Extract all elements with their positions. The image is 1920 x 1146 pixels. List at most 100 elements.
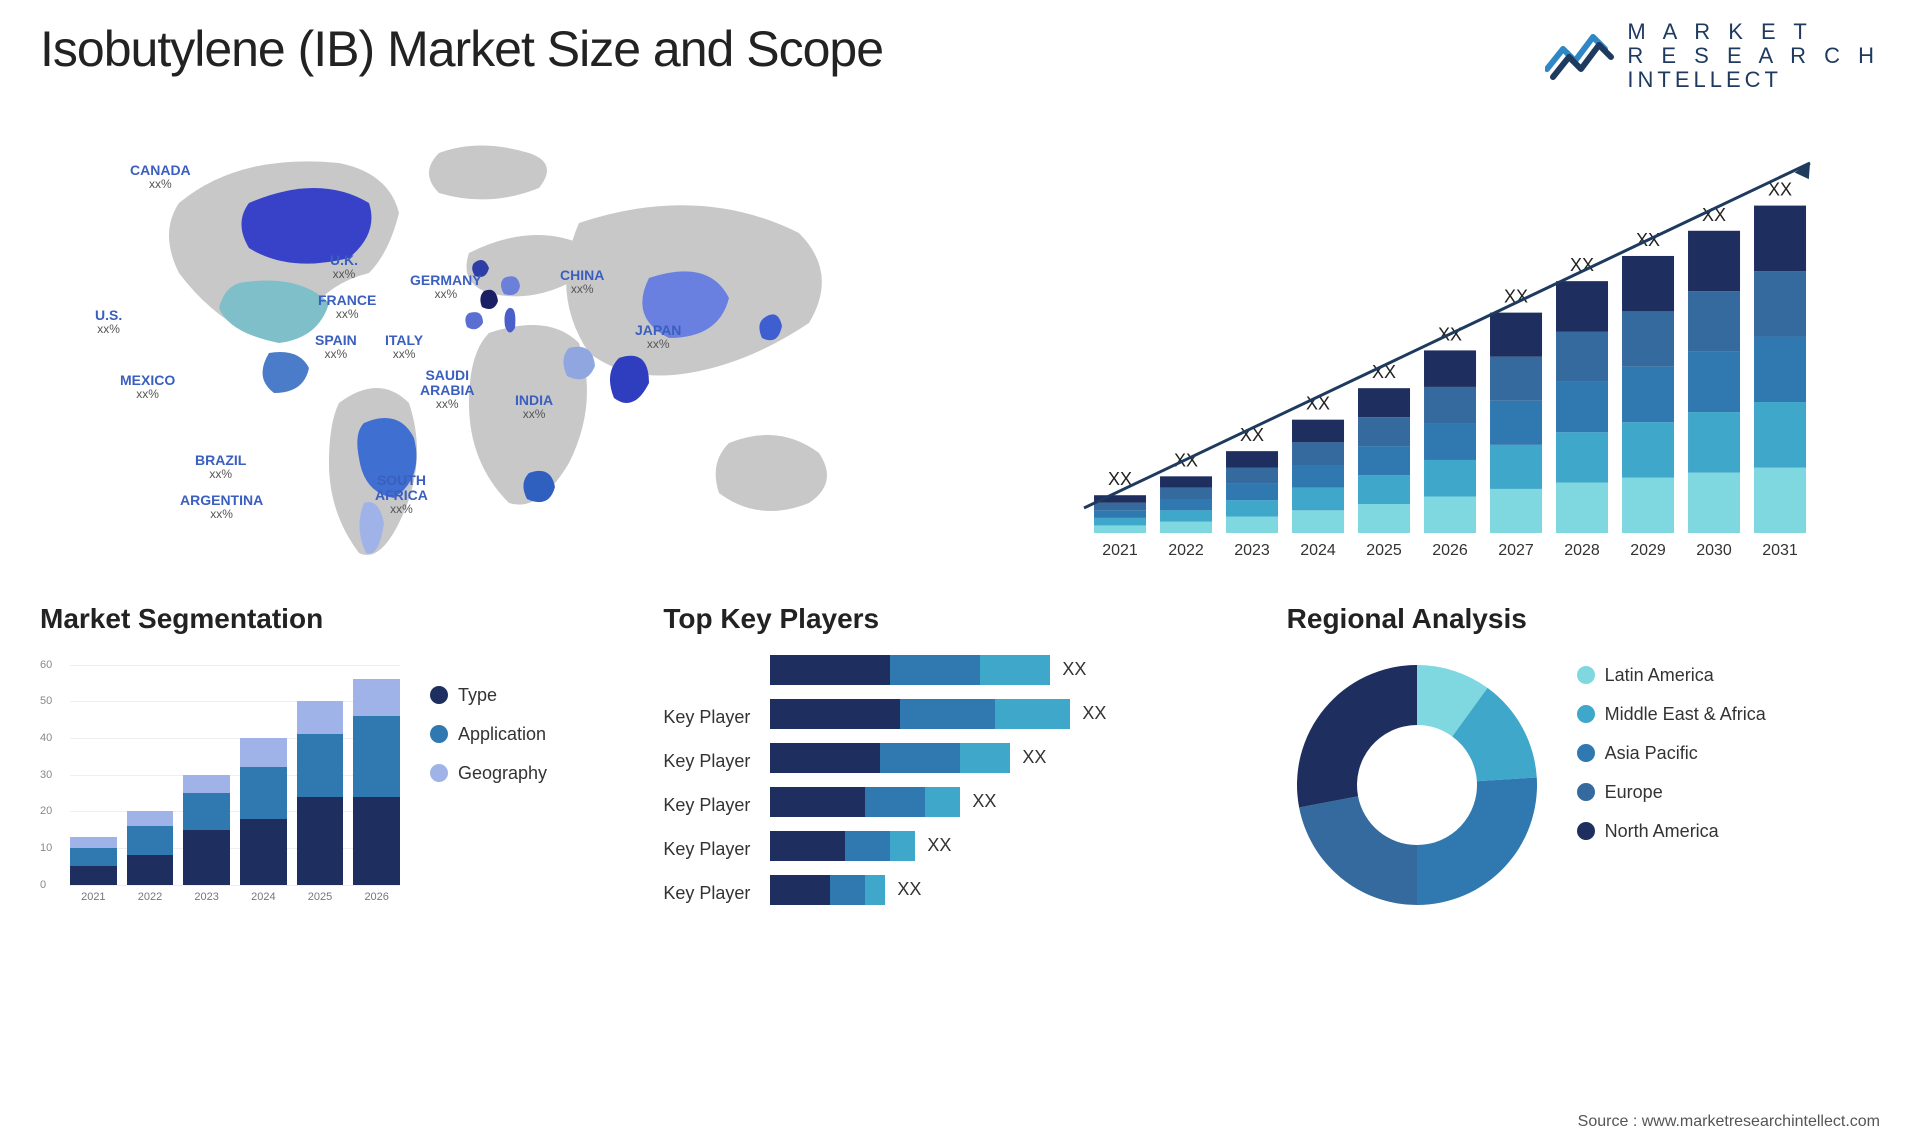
region-legend-label: Middle East & Africa	[1605, 704, 1766, 725]
brand-logo: M A R K E T R E S E A R C H INTELLECT	[1545, 20, 1880, 93]
logo-line3: INTELLECT	[1627, 68, 1880, 92]
forecast-bar-seg	[1292, 419, 1344, 442]
seg-ytick: 30	[40, 769, 52, 781]
forecast-bar-seg	[1490, 400, 1542, 444]
map-label-uk: U.K.xx%	[330, 253, 358, 282]
forecast-bar-seg	[1754, 205, 1806, 270]
seg-xlabel: 2024	[251, 891, 275, 903]
swatch-icon	[430, 686, 448, 704]
region-legend-item: North America	[1577, 821, 1766, 842]
map-label-brazil: BRAZILxx%	[195, 453, 246, 482]
forecast-bar-seg	[1622, 256, 1674, 311]
forecast-year-label: 2023	[1234, 542, 1270, 559]
forecast-bar-seg	[1688, 412, 1740, 472]
kp-bars: XXXXXXXXXXXX	[770, 655, 1256, 909]
regional-section: Regional Analysis Latin AmericaMiddle Ea…	[1287, 603, 1880, 915]
seg-bar-seg	[297, 734, 344, 796]
forecast-bar-seg	[1358, 388, 1410, 417]
forecast-bar-seg	[1688, 230, 1740, 290]
map-label-saudiarabia: SAUDIARABIAxx%	[420, 368, 474, 412]
world-map-svg	[40, 133, 958, 563]
forecast-bar-seg	[1622, 422, 1674, 477]
forecast-svg: XX2021XX2022XX2023XX2024XX2025XX2026XX20…	[1008, 133, 1880, 563]
seg-legend-item: Application	[430, 724, 547, 745]
forecast-year-label: 2028	[1564, 542, 1600, 559]
forecast-bar-seg	[1424, 496, 1476, 533]
forecast-bar-seg	[1754, 402, 1806, 467]
kp-bar-seg	[900, 699, 995, 729]
seg-bar-seg	[353, 716, 400, 797]
world-map: CANADAxx%U.S.xx%MEXICOxx%BRAZILxx%ARGENT…	[40, 133, 958, 563]
forecast-bar-seg	[1226, 516, 1278, 532]
forecast-bar-seg	[1490, 444, 1542, 488]
region-legend-item: Latin America	[1577, 665, 1766, 686]
keyplayers-section: Top Key Players Key PlayerKey PlayerKey …	[663, 603, 1256, 915]
swatch-icon	[1577, 666, 1595, 684]
kp-row-label: Key Player	[663, 879, 750, 909]
forecast-bar-seg	[1556, 432, 1608, 482]
seg-ytick: 40	[40, 732, 52, 744]
seg-bar-seg	[183, 793, 230, 830]
region-legend-label: North America	[1605, 821, 1719, 842]
forecast-bar-seg	[1754, 271, 1806, 336]
kp-row-label: Key Player	[663, 835, 750, 865]
kp-bar-seg	[890, 831, 915, 861]
swatch-icon	[430, 764, 448, 782]
forecast-year-label: 2024	[1300, 542, 1336, 559]
forecast-bar-seg	[1292, 487, 1344, 510]
map-mexico	[263, 352, 309, 393]
bottom-row: Market Segmentation 01020304050602021202…	[40, 603, 1880, 915]
kp-bar-row: XX	[770, 699, 1256, 729]
segmentation-section: Market Segmentation 01020304050602021202…	[40, 603, 633, 915]
kp-bar-seg	[995, 699, 1070, 729]
seg-bar-seg	[297, 797, 344, 885]
kp-row-label: Key Player	[663, 791, 750, 821]
forecast-year-label: 2022	[1168, 542, 1204, 559]
forecast-bar-seg	[1556, 482, 1608, 532]
segmentation-title: Market Segmentation	[40, 603, 633, 635]
forecast-bar-seg	[1622, 311, 1674, 366]
kp-bar-seg	[980, 655, 1050, 685]
forecast-bar-seg	[1424, 460, 1476, 497]
forecast-bar-seg	[1358, 446, 1410, 475]
swatch-icon	[1577, 705, 1595, 723]
seg-bar-seg	[70, 837, 117, 848]
kp-bar-seg	[865, 875, 885, 905]
seg-bar-seg	[240, 819, 287, 885]
swatch-icon	[430, 725, 448, 743]
forecast-bar-seg	[1160, 510, 1212, 521]
forecast-bar-seg	[1490, 488, 1542, 532]
region-legend-label: Asia Pacific	[1605, 743, 1698, 764]
seg-xlabel: 2026	[364, 891, 388, 903]
kp-bar-seg	[830, 875, 865, 905]
forecast-year-label: 2021	[1102, 542, 1138, 559]
map-label-italy: ITALYxx%	[385, 333, 423, 362]
region-legend-label: Latin America	[1605, 665, 1714, 686]
forecast-bar-seg	[1688, 351, 1740, 411]
seg-bar-seg	[70, 848, 117, 866]
kp-bar-seg	[865, 787, 925, 817]
map-spain	[465, 312, 483, 329]
forecast-year-label: 2026	[1432, 542, 1468, 559]
forecast-bar-seg	[1556, 381, 1608, 431]
seg-bar-seg	[127, 811, 174, 826]
region-legend-label: Europe	[1605, 782, 1663, 803]
swatch-icon	[1577, 783, 1595, 801]
seg-legend-label: Geography	[458, 763, 547, 784]
seg-xlabel: 2022	[138, 891, 162, 903]
kp-bar-seg	[770, 787, 865, 817]
map-label-canada: CANADAxx%	[130, 163, 191, 192]
kp-bar-row: XX	[770, 743, 1256, 773]
map-label-argentina: ARGENTINAxx%	[180, 493, 263, 522]
forecast-bar-seg	[1094, 525, 1146, 533]
kp-value-label: XX	[897, 879, 921, 900]
kp-value-label: XX	[1062, 659, 1086, 680]
kp-bar-seg	[845, 831, 890, 861]
forecast-bar-seg	[1490, 312, 1542, 356]
forecast-bar-seg	[1160, 487, 1212, 498]
kp-row-label: Key Player	[663, 703, 750, 733]
seg-legend-label: Application	[458, 724, 546, 745]
kp-bar-seg	[890, 655, 980, 685]
kp-bar-row: XX	[770, 787, 1256, 817]
forecast-bar-seg	[1556, 281, 1608, 331]
